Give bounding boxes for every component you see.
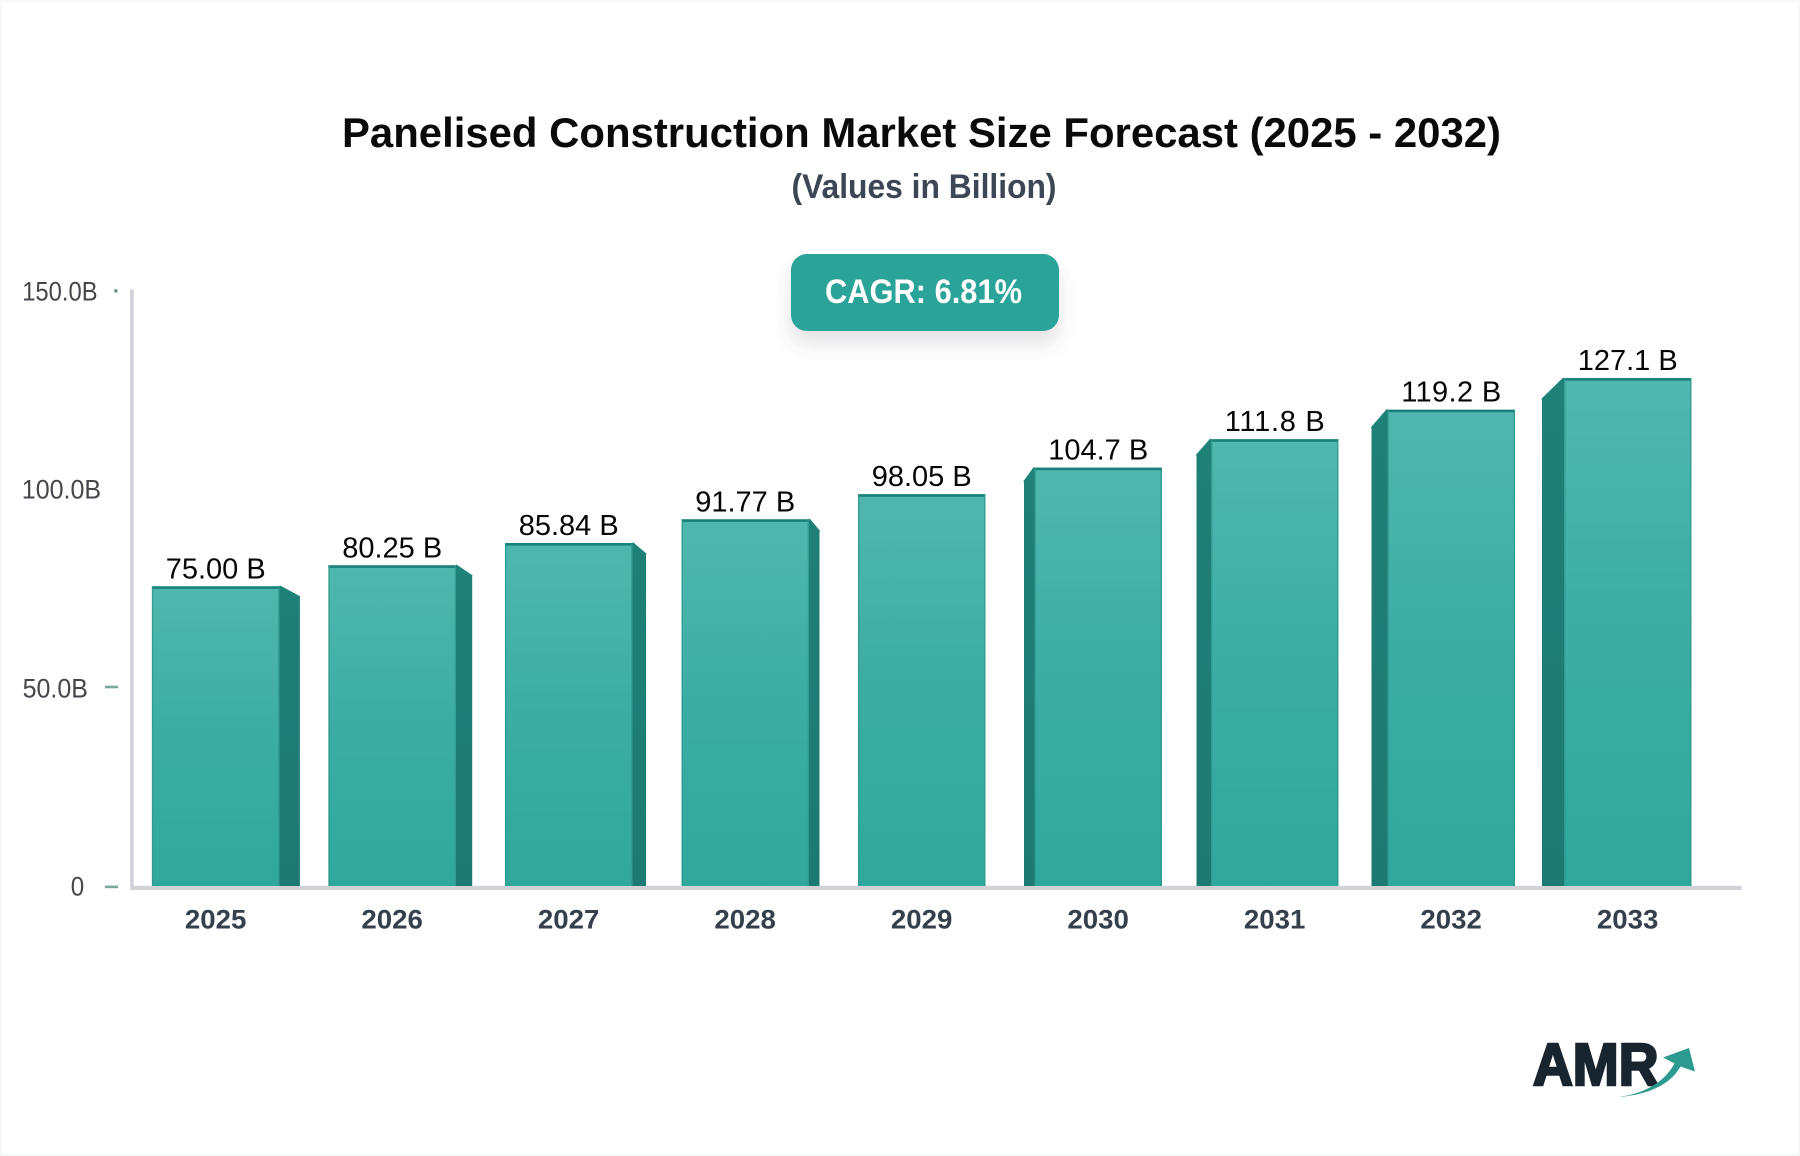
svg-text:2030: 2030	[1067, 905, 1129, 935]
svg-text:2025: 2025	[185, 905, 247, 935]
svg-text:119.2 B: 119.2 B	[1401, 377, 1501, 409]
svg-text:2032: 2032	[1420, 905, 1482, 935]
svg-text:2027: 2027	[538, 905, 600, 935]
svg-text:0: 0	[71, 871, 84, 901]
svg-text:104.7 B: 104.7 B	[1048, 435, 1148, 467]
svg-text:127.1 B: 127.1 B	[1578, 345, 1678, 377]
svg-text:Panelised Construction Market: Panelised Construction Market Size Forec…	[342, 109, 1501, 156]
svg-text:80.25 B: 80.25 B	[342, 532, 442, 564]
svg-text:2026: 2026	[361, 905, 423, 935]
svg-text:2033: 2033	[1597, 905, 1659, 935]
svg-text:2028: 2028	[714, 905, 776, 935]
svg-text:150.0B: 150.0B	[22, 276, 97, 306]
svg-text:100.0B: 100.0B	[22, 474, 101, 504]
svg-text:CAGR: 6.81%: CAGR: 6.81%	[825, 273, 1022, 311]
svg-text:75.00 B: 75.00 B	[166, 553, 266, 585]
svg-text:98.05 B: 98.05 B	[872, 461, 972, 493]
svg-text:111.8 B: 111.8 B	[1225, 406, 1325, 438]
svg-text:2031: 2031	[1244, 905, 1306, 935]
svg-text:85.84 B: 85.84 B	[519, 510, 619, 542]
svg-text:AMR: AMR	[1533, 1032, 1659, 1098]
svg-text:50.0B: 50.0B	[23, 674, 88, 704]
svg-text:91.77 B: 91.77 B	[695, 486, 795, 518]
svg-text:(Values in Billion): (Values in Billion)	[792, 168, 1057, 206]
svg-text:2029: 2029	[891, 905, 953, 935]
